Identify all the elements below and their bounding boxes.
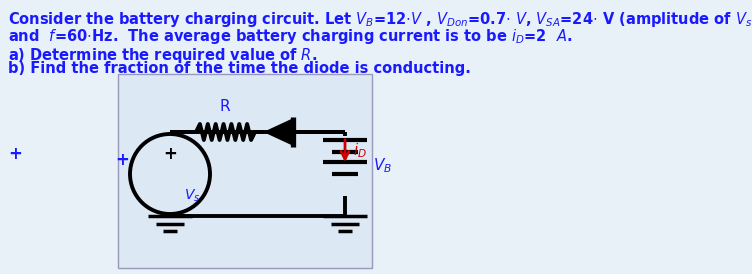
Text: $V_s$: $V_s$	[184, 188, 200, 204]
Text: b) Find the fraction of the time the diode is conducting.: b) Find the fraction of the time the dio…	[8, 61, 471, 76]
Bar	[118, 74, 372, 268]
Text: +: +	[163, 145, 177, 163]
Text: +: +	[115, 151, 129, 169]
Text: R: R	[220, 99, 230, 114]
Text: $V_B$: $V_B$	[373, 157, 392, 175]
Text: +: +	[8, 145, 22, 163]
Text: and  $f$=60$\cdot$$\bf{Hz}$.  The average battery charging current is to be $i_D: and $f$=60$\cdot$$\bf{Hz}$. The average …	[8, 27, 572, 46]
Text: $i_D$: $i_D$	[353, 142, 367, 160]
Text: Consider the battery charging circuit. Let $V_B$=12$\cdot$$V$ , $V_{Don}$=0.7$\c: Consider the battery charging circuit. L…	[8, 10, 752, 29]
Polygon shape	[265, 119, 293, 145]
Text: a) Determine the required value of $R$.: a) Determine the required value of $R$.	[8, 46, 317, 65]
